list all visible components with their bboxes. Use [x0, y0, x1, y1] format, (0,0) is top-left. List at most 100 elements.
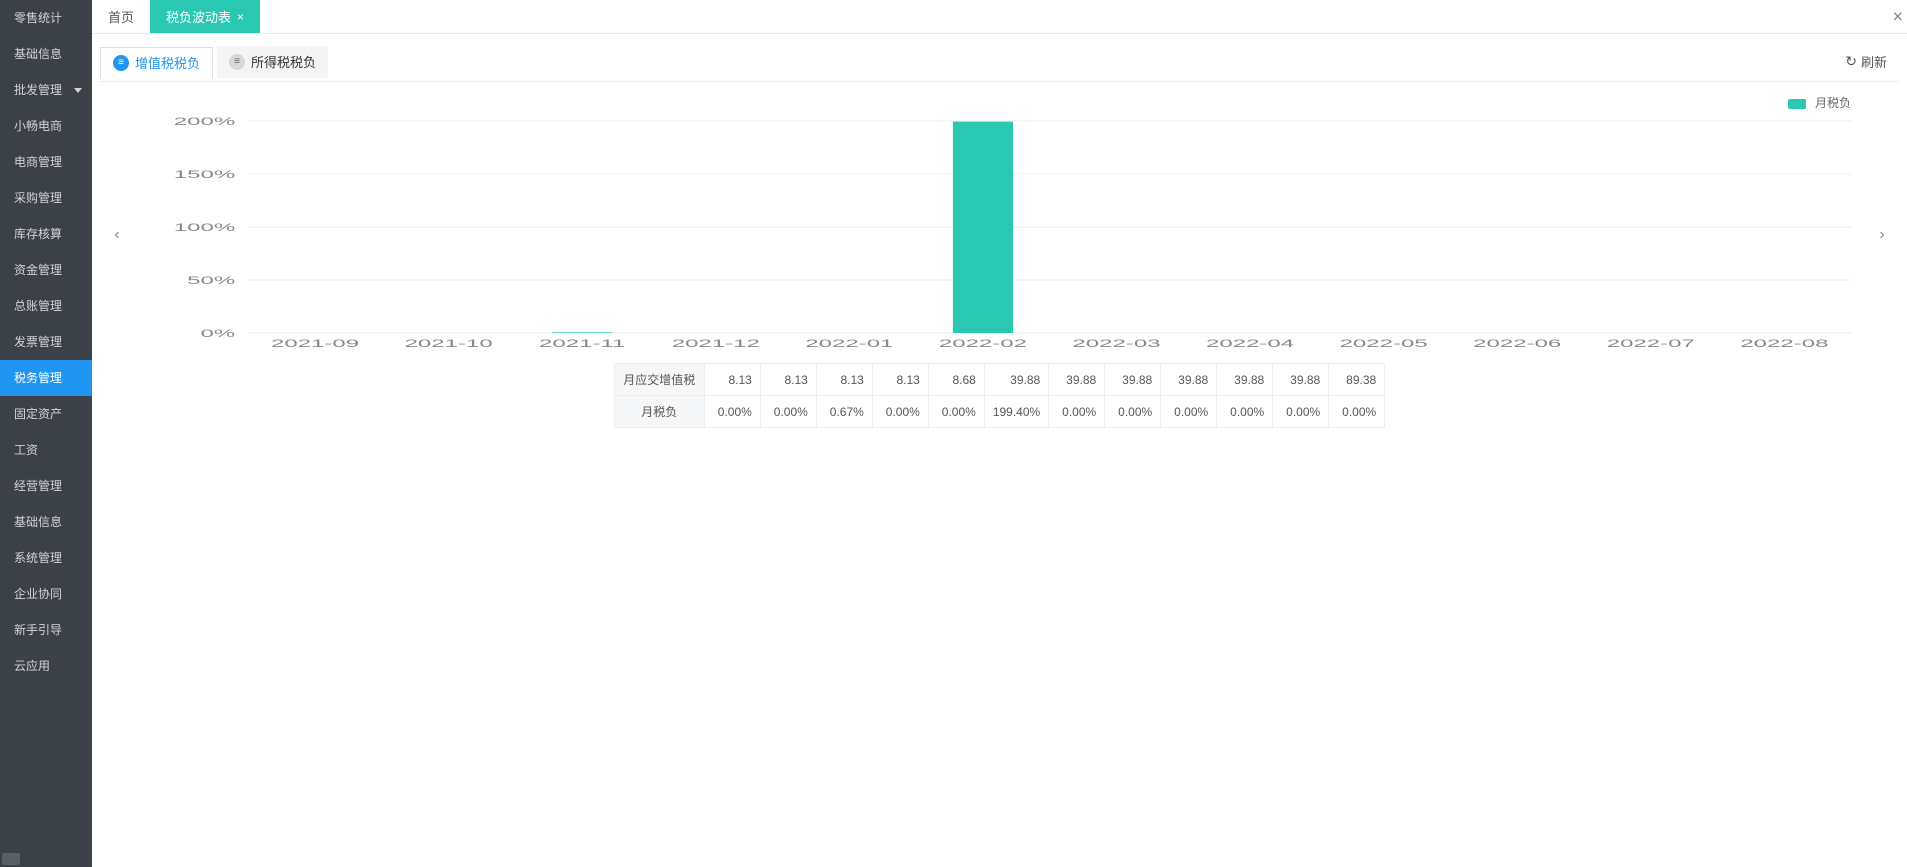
svg-text:2022-07: 2022-07 — [1607, 337, 1695, 349]
table-cell: 0.00% — [1329, 396, 1385, 428]
table-cell: 0.00% — [1273, 396, 1329, 428]
subtab-row: ≡ 增值税税负 ≡所得税税负 ↻ 刷新 — [100, 42, 1899, 82]
tab[interactable]: 税负波动表 × — [150, 0, 260, 33]
sidebar-item[interactable]: 基础信息 — [0, 36, 92, 72]
sidebar-item-label: 固定资产 — [14, 396, 62, 432]
refresh-button[interactable]: ↻ 刷新 — [1845, 52, 1887, 71]
table-cell: 8.13 — [872, 364, 928, 396]
refresh-icon: ↻ — [1845, 53, 1857, 70]
sidebar-item[interactable]: 工资 — [0, 432, 92, 468]
sidebar-item[interactable]: 零售统计 — [0, 0, 92, 36]
sidebar-item-label: 经营管理 — [14, 468, 62, 504]
sidebar-item-label: 资金管理 — [14, 252, 62, 288]
tab[interactable]: 首页 — [92, 0, 150, 33]
bar — [953, 122, 1013, 333]
sidebar-item-label: 发票管理 — [14, 324, 62, 360]
list-icon: ≡ — [229, 54, 245, 70]
sidebar-collapse-handle[interactable] — [2, 853, 20, 865]
sidebar-item[interactable]: 企业协同 — [0, 576, 92, 612]
close-all-icon[interactable]: × — [1892, 6, 1903, 27]
svg-text:150%: 150% — [174, 168, 235, 180]
subtab-label: 增值税税负 — [135, 53, 200, 72]
chart-prev-button[interactable]: ‹ — [108, 226, 126, 244]
tabbar: 首页税负波动表 × × — [92, 0, 1907, 34]
sidebar-item[interactable]: 小畅电商 — [0, 108, 92, 144]
sidebar-item-label: 系统管理 — [14, 540, 62, 576]
table-cell: 39.88 — [1105, 364, 1161, 396]
sidebar-item[interactable]: 批发管理 — [0, 72, 92, 108]
close-icon[interactable]: × — [237, 10, 244, 24]
svg-text:2021-12: 2021-12 — [672, 337, 760, 349]
sidebar-item[interactable]: 新手引导 — [0, 612, 92, 648]
sidebar-item[interactable]: 总账管理 — [0, 288, 92, 324]
svg-text:2022-04: 2022-04 — [1206, 337, 1294, 349]
svg-text:2022-06: 2022-06 — [1473, 337, 1561, 349]
svg-text:2022-02: 2022-02 — [939, 337, 1027, 349]
sidebar-item[interactable]: 资金管理 — [0, 252, 92, 288]
svg-text:2022-03: 2022-03 — [1072, 337, 1160, 349]
panel: ≡ 增值税税负 ≡所得税税负 ↻ 刷新 月税负 ‹ 0% 50% 100% 150% 200… — [100, 42, 1899, 436]
table-cell: 0.00% — [1217, 396, 1273, 428]
table-cell: 8.13 — [704, 364, 760, 396]
chart-zone: 月税负 ‹ 0% 50% 100% 150% 200% 2021-09 2021-10 202… — [100, 82, 1899, 436]
svg-text:200%: 200% — [174, 115, 235, 127]
legend-label: 月税负 — [1815, 96, 1851, 110]
data-table: 月应交增值税8.138.138.138.138.6839.8839.8839.8… — [614, 363, 1385, 428]
sidebar-item[interactable]: 基础信息 — [0, 504, 92, 540]
sidebar-item[interactable]: 固定资产 — [0, 396, 92, 432]
sidebar-item[interactable]: 采购管理 — [0, 180, 92, 216]
sidebar-item[interactable]: 云应用 — [0, 648, 92, 684]
svg-text:2021-10: 2021-10 — [405, 337, 493, 349]
table-cell: 0.00% — [1105, 396, 1161, 428]
sidebar-nav: 零售统计基础信息批发管理小畅电商电商管理采购管理库存核算资金管理总账管理发票管理… — [0, 0, 92, 851]
bar — [552, 332, 612, 333]
legend-swatch — [1788, 99, 1806, 109]
sidebar-item-label: 云应用 — [14, 648, 50, 684]
table-cell: 8.13 — [760, 364, 816, 396]
bar-chart: 0% 50% 100% 150% 200% 2021-09 2021-10 2021-11 20… — [126, 115, 1873, 355]
sidebar-item-label: 电商管理 — [14, 144, 62, 180]
sidebar-item-label: 小畅电商 — [14, 108, 62, 144]
chevron-down-icon — [74, 88, 82, 93]
refresh-label: 刷新 — [1861, 52, 1887, 71]
chart-next-button[interactable]: › — [1873, 226, 1891, 244]
table-cell: 199.40% — [984, 396, 1048, 428]
svg-text:100%: 100% — [174, 221, 235, 233]
tab-label: 税负波动表 — [166, 7, 231, 26]
subtab[interactable]: ≡ 增值税税负 — [100, 47, 213, 79]
table-cell: 89.38 — [1329, 364, 1385, 396]
sidebar-item[interactable]: 库存核算 — [0, 216, 92, 252]
table-cell: 0.00% — [928, 396, 984, 428]
svg-text:50%: 50% — [187, 274, 235, 286]
svg-text:2021-09: 2021-09 — [271, 337, 359, 349]
table-cell: 0.00% — [1049, 396, 1105, 428]
sidebar-item-label: 企业协同 — [14, 576, 62, 612]
sidebar-item-label: 批发管理 — [14, 72, 62, 108]
table-cell: 0.00% — [760, 396, 816, 428]
table-cell: 39.88 — [1217, 364, 1273, 396]
sidebar-item-label: 总账管理 — [14, 288, 62, 324]
svg-text:0%: 0% — [200, 327, 235, 339]
sidebar-item-label: 工资 — [14, 432, 38, 468]
main: 首页税负波动表 × × ≡ 增值税税负 ≡所得税税负 ↻ 刷新 月税负 ‹ — [92, 0, 1907, 867]
svg-text:2022-01: 2022-01 — [805, 337, 893, 349]
list-icon: ≡ — [113, 55, 129, 71]
table-cell: 39.88 — [1049, 364, 1105, 396]
table-cell: 0.00% — [1161, 396, 1217, 428]
svg-text:2021-11: 2021-11 — [539, 337, 625, 349]
sidebar-item-label: 税务管理 — [14, 360, 62, 396]
table-cell: 0.67% — [816, 396, 872, 428]
sidebar-item-label: 库存核算 — [14, 216, 62, 252]
sidebar-item[interactable]: 经营管理 — [0, 468, 92, 504]
table-cell: 0.00% — [704, 396, 760, 428]
sidebar-item-label: 采购管理 — [14, 180, 62, 216]
subtab[interactable]: ≡所得税税负 — [217, 46, 328, 78]
svg-text:2022-08: 2022-08 — [1740, 337, 1828, 349]
sidebar-item[interactable]: 系统管理 — [0, 540, 92, 576]
sidebar-item[interactable]: 电商管理 — [0, 144, 92, 180]
sidebar-item[interactable]: 发票管理 — [0, 324, 92, 360]
table-row: 月应交增值税8.138.138.138.138.6839.8839.8839.8… — [614, 364, 1384, 396]
table-cell: 8.68 — [928, 364, 984, 396]
chart-legend: 月税负 — [108, 94, 1891, 111]
sidebar-item[interactable]: 税务管理 — [0, 360, 92, 396]
